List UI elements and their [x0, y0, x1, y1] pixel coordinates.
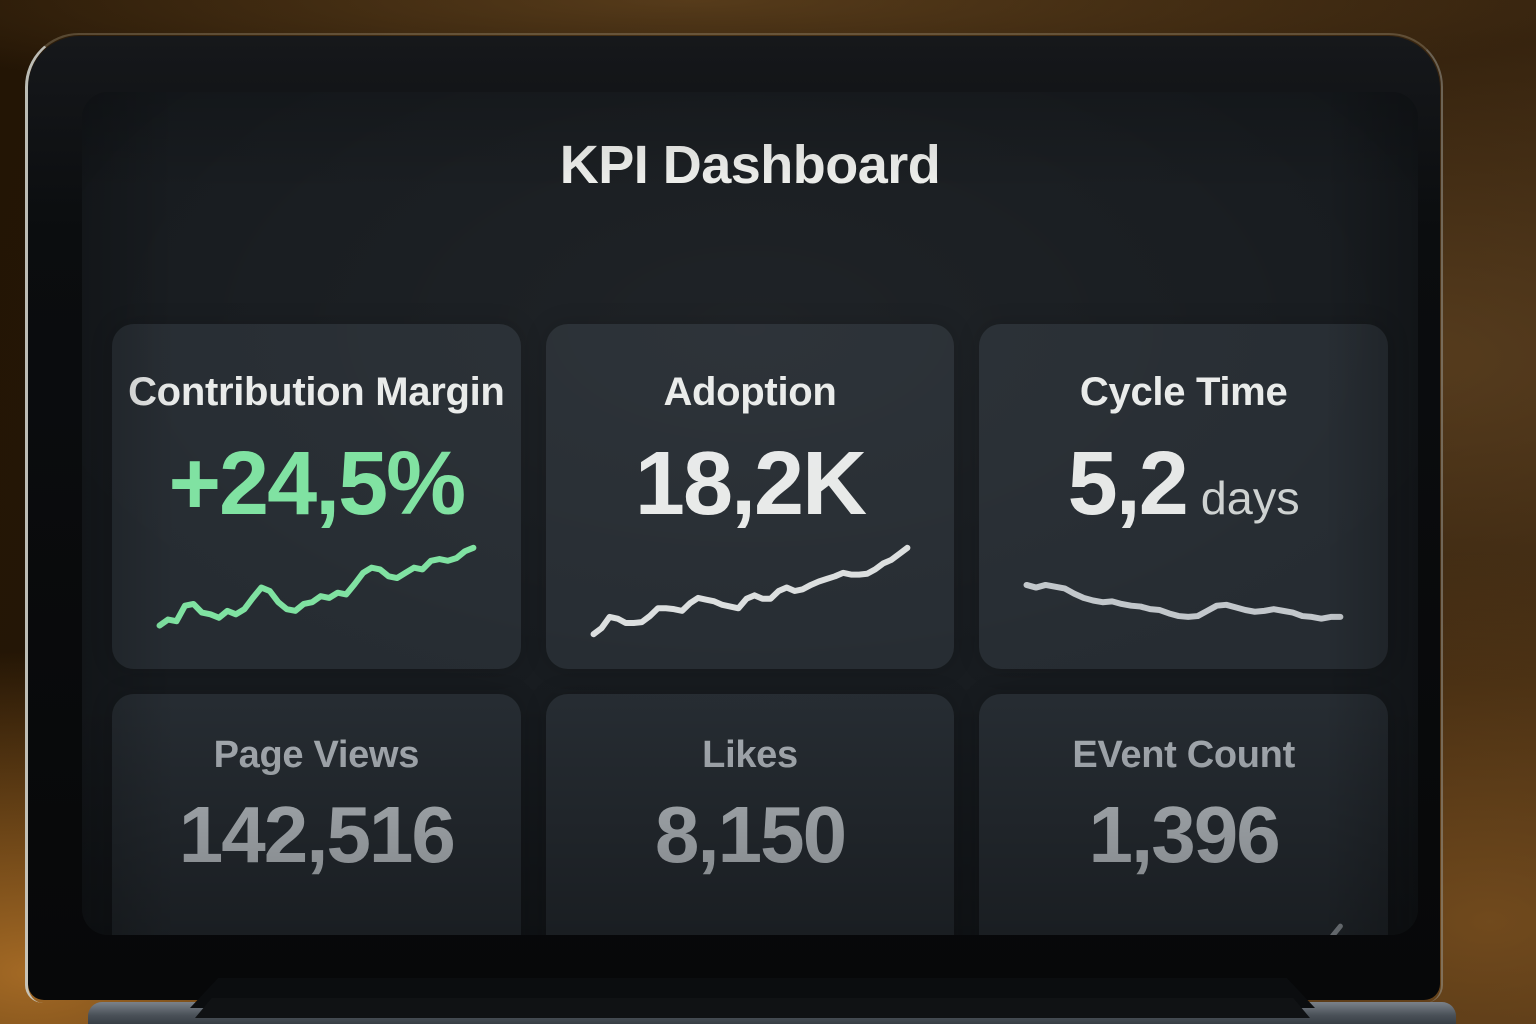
kpi-card-title: Likes	[702, 734, 798, 776]
kpi-value: 1,396	[1088, 790, 1281, 879]
sparkline-chart	[153, 918, 480, 935]
kpi-card-cycle-time: Cycle Time 5,2 days	[979, 324, 1388, 669]
sparkline-chart	[587, 918, 914, 935]
kpi-value: 18,2K	[634, 434, 867, 534]
laptop-lid: KPI Dashboard Contribution Margin +24,5%…	[25, 33, 1443, 1003]
kpi-card-event-count: EVent Count 1,396	[979, 694, 1388, 935]
kpi-card-value: 8,150	[654, 790, 847, 879]
kpi-card-title: EVent Count	[1072, 734, 1295, 776]
kpi-value: 8,150	[654, 790, 847, 879]
kpi-card-title: Contribution Margin	[128, 370, 505, 414]
dashboard-screen: KPI Dashboard Contribution Margin +24,5%…	[82, 92, 1418, 935]
kpi-value: +24,5%	[168, 434, 466, 534]
kpi-card-adoption: Adoption 18,2K	[545, 324, 955, 669]
kpi-value-unit: days	[1200, 472, 1300, 524]
laptop-hinge-notch	[195, 998, 1310, 1018]
sparkline-chart	[587, 543, 914, 639]
sparkline-path	[1027, 585, 1341, 619]
kpi-card-value: 1,396	[1088, 790, 1281, 879]
kpi-value: 142,516	[178, 790, 456, 879]
kpi-card-value: 18,2K	[634, 434, 867, 534]
sparkline-chart	[1020, 543, 1347, 639]
page-title: KPI Dashboard	[559, 135, 941, 195]
kpi-card-title: Cycle Time	[1079, 370, 1288, 414]
sparkline-path	[159, 548, 473, 626]
kpi-card-page-views: Page Views 142,516	[112, 694, 521, 935]
kpi-card-contribution-margin: Contribution Margin +24,5%	[112, 324, 521, 669]
sparkline-path	[1027, 926, 1341, 935]
kpi-value: 5,2	[1067, 434, 1189, 534]
kpi-card-likes: Likes 8,150	[545, 694, 955, 935]
kpi-card-value: 5,2 days	[1068, 439, 1300, 529]
kpi-card-title: Page Views	[213, 734, 420, 776]
kpi-card-value: 142,516	[178, 790, 456, 879]
sparkline-chart	[153, 543, 480, 639]
sparkline-chart	[1020, 918, 1347, 935]
kpi-card-value: +24,5%	[168, 434, 466, 534]
sparkline-path	[593, 548, 907, 634]
kpi-card-title: Adoption	[663, 370, 837, 414]
kpi-grid: Contribution Margin +24,5% Adoption 18,2…	[112, 324, 1388, 935]
